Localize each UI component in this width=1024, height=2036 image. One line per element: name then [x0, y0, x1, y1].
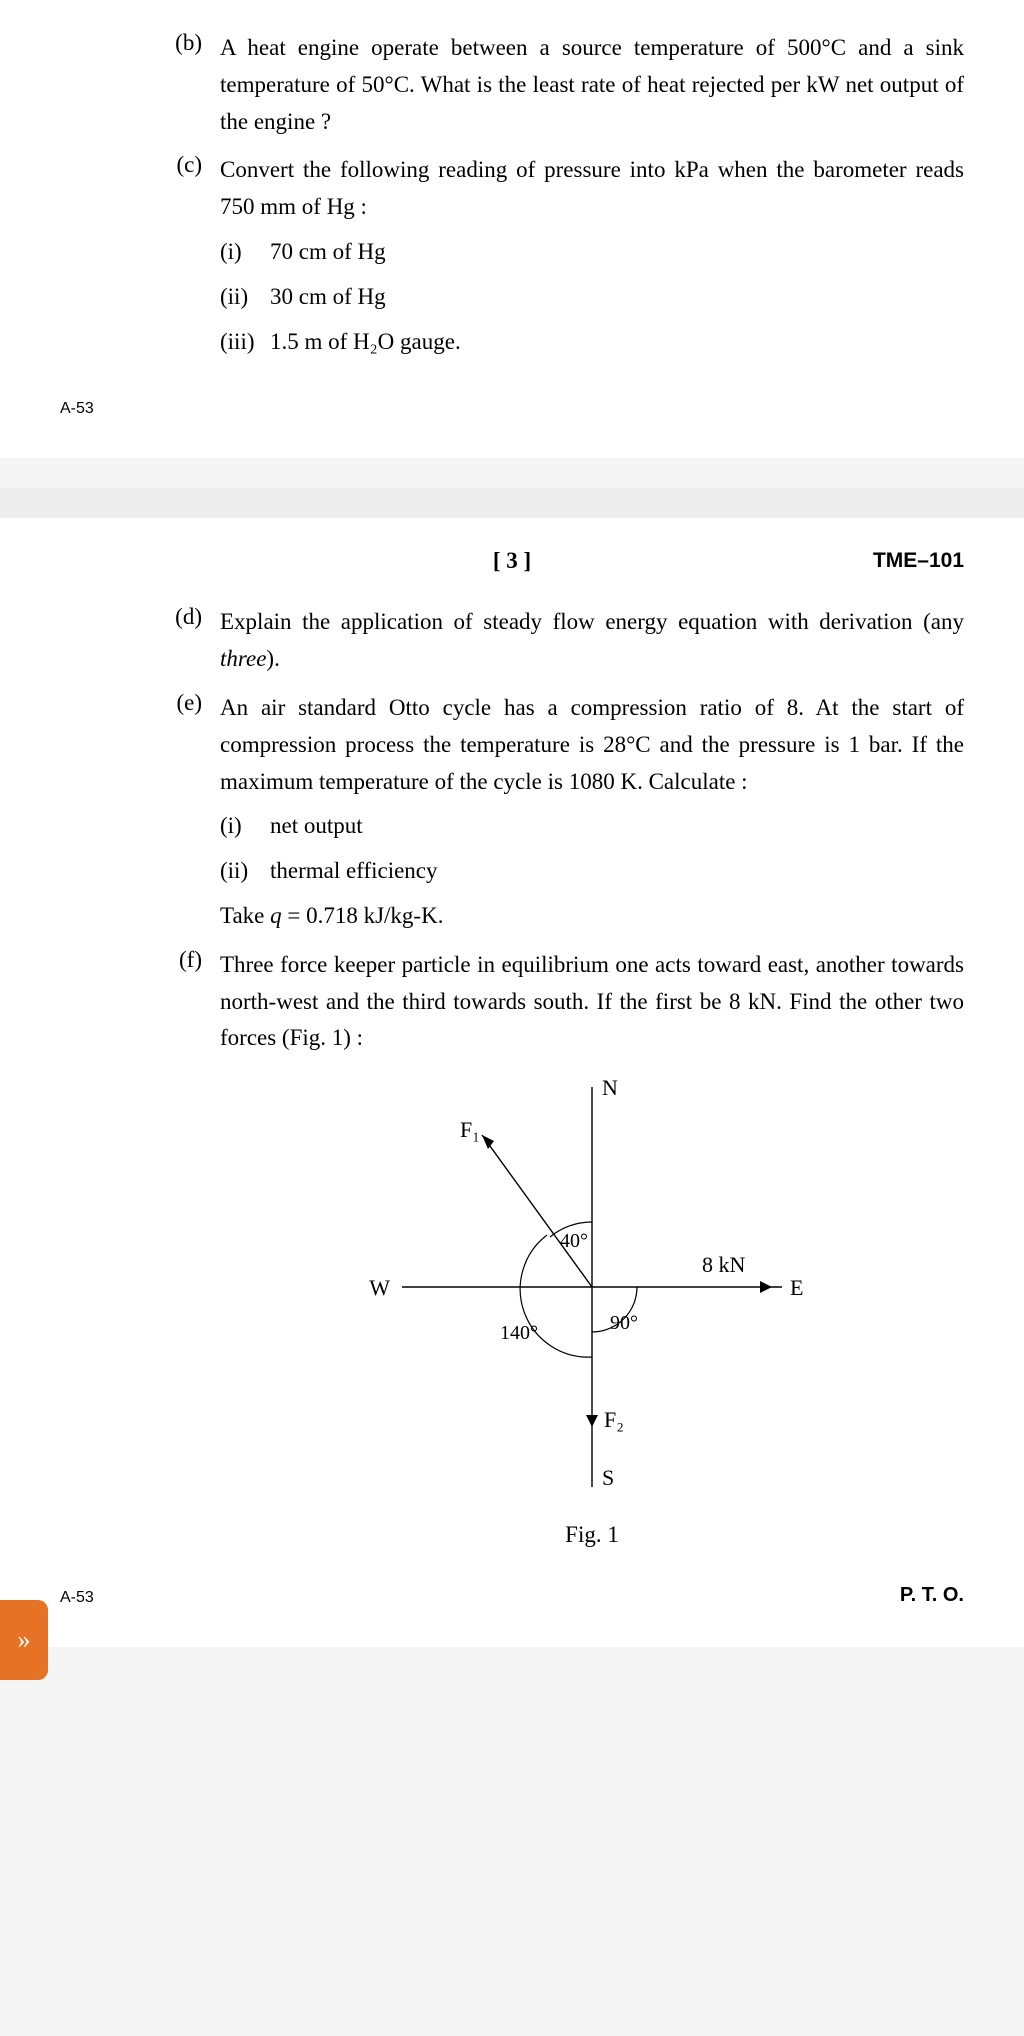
sub-item: (ii) thermal efficiency: [220, 853, 964, 890]
figure-caption: Fig. 1: [220, 1517, 964, 1554]
sub-text: 30 cm of Hg: [270, 279, 964, 316]
sub-text: net output: [270, 808, 964, 845]
question-marker: (e): [160, 690, 220, 935]
question-marker: (d): [160, 604, 220, 678]
take-line: Take q = 0.718 kJ/kg-K.: [220, 898, 964, 935]
pto-label: P. T. O.: [900, 1584, 964, 1607]
page-bottom: [ 3 ] TME–101 (d) Explain the applicatio…: [0, 518, 1024, 1647]
label-f2: F₂: [604, 1407, 624, 1432]
question-text: An air standard Otto cycle has a compres…: [220, 690, 964, 800]
question-b: (b) A heat engine operate between a sour…: [160, 30, 964, 140]
label-140: 140°: [500, 1322, 538, 1344]
take-var: q: [270, 903, 282, 928]
label-8kn: 8 kN: [702, 1252, 746, 1277]
label-s: S: [602, 1465, 614, 1490]
label-90: 90°: [610, 1312, 638, 1334]
label-n: N: [602, 1075, 618, 1100]
sub-marker: (i): [220, 808, 270, 845]
force-diagram: N S E W F₁ F₂ 8 kN 40° 90° 140°: [342, 1067, 842, 1507]
page-top: (b) A heat engine operate between a sour…: [0, 0, 1024, 458]
question-text-part: Explain the application of steady flow e…: [220, 609, 964, 634]
question-text: A heat engine operate between a source t…: [220, 30, 964, 140]
sub-marker: (ii): [220, 279, 270, 316]
question-marker: (c): [160, 152, 220, 360]
sub-item: (iii) 1.5 m of H₂O gauge.: [220, 324, 964, 361]
question-text: Three force keeper particle in equilibri…: [220, 947, 964, 1057]
question-content: Three force keeper particle in equilibri…: [220, 947, 964, 1554]
question-text: Convert the following reading of pressur…: [220, 152, 964, 226]
take-prefix: Take: [220, 903, 270, 928]
question-content: An air standard Otto cycle has a compres…: [220, 690, 964, 935]
chevron-right-icon: »: [18, 1625, 31, 1655]
question-text: Explain the application of steady flow e…: [220, 604, 964, 678]
label-e: E: [790, 1275, 803, 1300]
figure-1: N S E W F₁ F₂ 8 kN 40° 90° 140°: [342, 1067, 842, 1507]
course-code: TME–101: [873, 549, 964, 573]
sub-marker: (iii): [220, 324, 270, 361]
take-rest: = 0.718 kJ/kg-K.: [282, 903, 444, 928]
page-number: [ 3 ]: [493, 548, 531, 574]
page-footer-code: A-53: [60, 1589, 94, 1607]
page-footer-code: A-53: [60, 400, 964, 418]
question-f: (f) Three force keeper particle in equil…: [160, 947, 964, 1554]
page-footer-row: A-53 P. T. O.: [60, 1584, 964, 1607]
question-c: (c) Convert the following reading of pre…: [160, 152, 964, 360]
sub-marker: (i): [220, 234, 270, 271]
sub-item: (i) net output: [220, 808, 964, 845]
sub-item: (i) 70 cm of Hg: [220, 234, 964, 271]
label-f1: F₁: [460, 1117, 480, 1142]
question-text-end: ).: [266, 646, 279, 671]
question-content: Convert the following reading of pressur…: [220, 152, 964, 360]
sub-marker: (ii): [220, 853, 270, 890]
page-gap: [0, 488, 1024, 518]
question-marker: (f): [160, 947, 220, 1554]
sub-text: thermal efficiency: [270, 853, 964, 890]
question-text-italic: three: [220, 646, 266, 671]
question-e: (e) An air standard Otto cycle has a com…: [160, 690, 964, 935]
sub-text: 1.5 m of H₂O gauge.: [270, 324, 964, 361]
sub-text: 70 cm of Hg: [270, 234, 964, 271]
label-40: 40°: [560, 1230, 588, 1252]
question-d: (d) Explain the application of steady fl…: [160, 604, 964, 678]
sub-item: (ii) 30 cm of Hg: [220, 279, 964, 316]
page-header: [ 3 ] TME–101: [60, 548, 964, 574]
question-marker: (b): [160, 30, 220, 140]
label-w: W: [369, 1275, 390, 1300]
expand-tab[interactable]: »: [0, 1600, 48, 1680]
